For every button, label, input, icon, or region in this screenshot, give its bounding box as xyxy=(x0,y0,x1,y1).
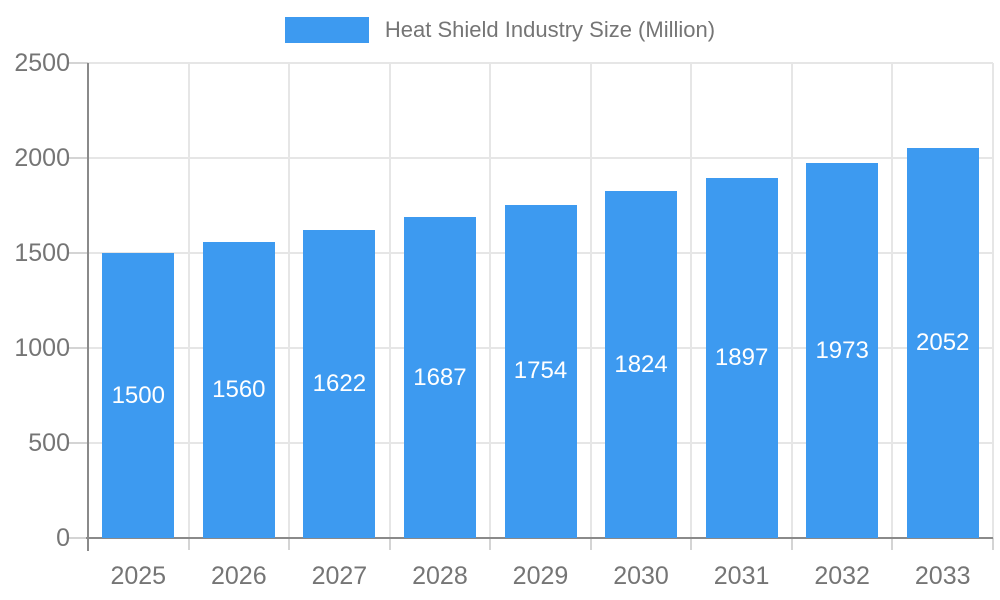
gridline-vertical xyxy=(589,63,592,538)
bar-2026[interactable] xyxy=(202,241,275,538)
x-axis-label: 2026 xyxy=(211,562,267,590)
x-axis-label: 2025 xyxy=(110,562,167,590)
x-axis-tick xyxy=(589,538,592,550)
x-axis-label: 2031 xyxy=(713,562,770,590)
gridline-vertical xyxy=(790,63,793,538)
x-axis-tick xyxy=(288,538,291,550)
bar-value-label: 1622 xyxy=(312,369,367,397)
gridline-horizontal xyxy=(88,62,993,64)
bar-2029[interactable] xyxy=(504,204,577,538)
gridline-vertical xyxy=(388,63,391,538)
legend-label: Heat Shield Industry Size (Million) xyxy=(384,17,716,42)
gridline-vertical xyxy=(992,63,994,538)
x-axis-tick xyxy=(790,538,793,550)
bar-value-label: 1687 xyxy=(413,363,467,391)
x-axis-label: 2028 xyxy=(412,562,468,590)
gridline-horizontal xyxy=(88,157,993,159)
x-axis-tick xyxy=(388,538,391,550)
y-axis-label: 0 xyxy=(56,524,70,552)
bar-value-label: 1560 xyxy=(212,375,266,403)
x-axis-tick xyxy=(489,538,492,550)
y-axis-tick xyxy=(68,347,88,349)
y-axis-line xyxy=(87,63,89,551)
y-axis-tick xyxy=(68,442,88,444)
bar-value-label: 1973 xyxy=(815,336,869,364)
x-axis-label: 2033 xyxy=(914,562,971,590)
bar-value-label: 1500 xyxy=(111,381,165,409)
x-axis-label: 2032 xyxy=(814,562,870,590)
bar-value-label: 2052 xyxy=(916,329,970,357)
gridline-vertical xyxy=(489,63,492,538)
x-axis-line xyxy=(86,537,993,539)
bar-2030[interactable] xyxy=(605,191,678,538)
gridline-vertical xyxy=(891,63,894,538)
y-axis-label: 1500 xyxy=(14,239,70,267)
x-axis-label: 2027 xyxy=(311,562,368,590)
gridline-vertical xyxy=(690,63,693,538)
x-axis-label: 2029 xyxy=(512,562,569,590)
bar-2033[interactable] xyxy=(906,148,979,538)
bar-value-label: 1897 xyxy=(714,343,769,371)
y-axis-label: 2000 xyxy=(14,144,70,172)
bar-2032[interactable] xyxy=(806,163,879,538)
legend-swatch xyxy=(284,17,369,43)
gridline-vertical xyxy=(288,63,291,538)
x-axis-label: 2030 xyxy=(613,562,669,590)
legend[interactable]: Heat Shield Industry Size (Million) xyxy=(0,17,1000,43)
y-axis-tick xyxy=(68,537,88,539)
bar-2031[interactable] xyxy=(705,177,778,538)
x-axis-tick xyxy=(690,538,693,550)
y-axis-label: 2500 xyxy=(14,49,70,77)
y-axis-label: 1000 xyxy=(14,334,70,362)
y-axis-label: 500 xyxy=(28,429,70,457)
bar-value-label: 1754 xyxy=(513,357,568,385)
bar-2028[interactable] xyxy=(403,217,476,538)
bar-2027[interactable] xyxy=(303,229,376,538)
x-axis-tick xyxy=(891,538,894,550)
x-axis-tick xyxy=(187,538,190,550)
gridline-vertical xyxy=(187,63,190,538)
bar-2025[interactable] xyxy=(102,253,175,538)
y-axis-tick xyxy=(68,62,88,64)
y-axis-tick xyxy=(68,252,88,254)
y-axis-tick xyxy=(68,157,88,159)
bar-value-label: 1824 xyxy=(614,350,668,378)
x-axis-tick xyxy=(992,538,994,550)
